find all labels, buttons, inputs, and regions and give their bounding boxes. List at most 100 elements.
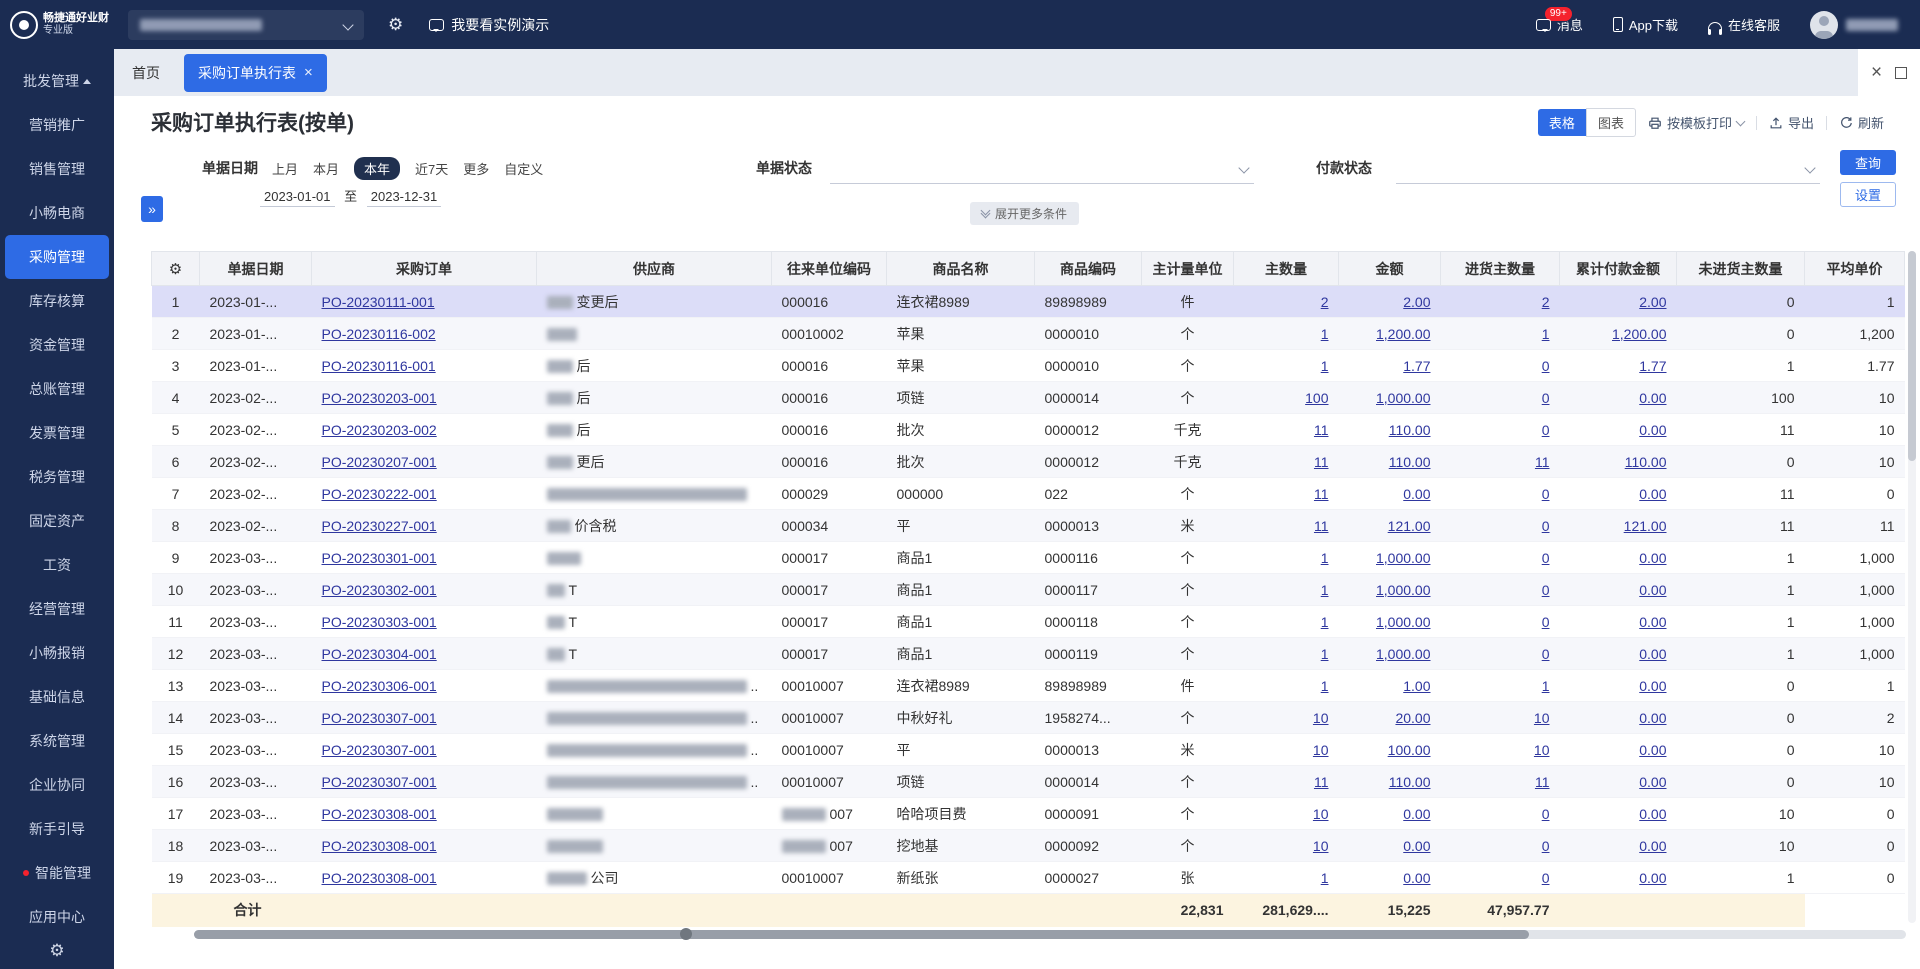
cell-amount-link[interactable]: 0.00 (1403, 485, 1431, 502)
table-row[interactable]: 11 2023-03-... PO-20230303-001 T 000017 商品1 00… (151, 605, 1905, 638)
sidebar-item-7[interactable]: 资金管理 (0, 323, 114, 367)
cell-amount-link[interactable]: 0.00 (1403, 805, 1431, 822)
cell-amount-link[interactable]: 1,000.00 (1376, 581, 1431, 598)
cell-received-qty-link[interactable]: 10 (1533, 741, 1550, 758)
table-row[interactable]: 13 2023-03-... PO-20230306-001.. 00010007 连衣… (151, 669, 1905, 702)
cell-paid-amount-link[interactable]: 0.00 (1639, 421, 1667, 438)
cell-paid-amount-link[interactable]: 0.00 (1639, 549, 1667, 566)
sidebar-item-5[interactable]: 采购管理 (5, 235, 109, 279)
sidebar-item-4[interactable]: 小畅电商 (0, 191, 114, 235)
po-link[interactable]: PO-20230116-001 (321, 357, 436, 374)
cell-received-qty-link[interactable]: 10 (1533, 709, 1550, 726)
cell-paid-amount-link[interactable]: 0.00 (1639, 613, 1667, 630)
cell-paid-amount-link[interactable]: 0.00 (1639, 805, 1667, 822)
cell-paid-amount-link[interactable]: 0.00 (1639, 869, 1667, 886)
table-row[interactable]: 2 2023-01-... PO-20230116-002 00010002 苹果 000… (151, 317, 1905, 350)
settings-button[interactable]: 设置 (1840, 182, 1896, 207)
cell-main-qty-link[interactable]: 1 (1320, 549, 1329, 566)
cell-main-qty-link[interactable]: 11 (1313, 485, 1329, 502)
po-link[interactable]: PO-20230308-001 (321, 805, 437, 822)
table-view-button[interactable]: 表格 (1537, 109, 1586, 136)
sidebar-item-6[interactable]: 库存核算 (0, 279, 114, 323)
scroll-knob[interactable] (680, 928, 692, 940)
cell-paid-amount-link[interactable]: 1,200.00 (1612, 325, 1667, 342)
cell-main-qty-link[interactable]: 1 (1320, 869, 1329, 886)
po-link[interactable]: PO-20230207-001 (321, 453, 437, 470)
cell-main-qty-link[interactable]: 2 (1320, 293, 1329, 310)
horizontal-scroll-thumb[interactable] (194, 928, 1529, 940)
table-row[interactable]: 19 2023-03-... PO-20230308-001 公司 00010007 新纸… (151, 861, 1905, 894)
column-header-7[interactable]: 主计量单位 (1141, 251, 1234, 286)
app-download-button[interactable]: App下载 (1612, 15, 1678, 34)
column-header-11[interactable]: 累计付款金额 (1559, 251, 1677, 286)
date-from-input[interactable]: 2023-01-01 (260, 189, 335, 207)
table-row[interactable]: 1 2023-01-... PO-20230111-001 变更后 000016 连衣裙8… (151, 285, 1905, 318)
cell-paid-amount-link[interactable]: 0.00 (1639, 837, 1667, 854)
sidebar-item-20[interactable]: 应用中心 (0, 895, 114, 939)
doc-status-select[interactable] (830, 152, 1254, 184)
cell-main-qty-link[interactable]: 10 (1312, 837, 1329, 854)
vertical-scroll-thumb[interactable] (1908, 251, 1916, 461)
cell-amount-link[interactable]: 110.00 (1388, 421, 1431, 438)
tab-home[interactable]: 首页 (114, 49, 178, 96)
column-header-12[interactable]: 未进货主数量 (1676, 251, 1805, 286)
cell-paid-amount-link[interactable]: 0.00 (1639, 773, 1667, 790)
sidebar-item-10[interactable]: 税务管理 (0, 455, 114, 499)
online-service-button[interactable]: 在线客服 (1707, 15, 1780, 35)
po-link[interactable]: PO-20230307-001 (321, 741, 437, 758)
cell-received-qty-link[interactable]: 0 (1541, 837, 1550, 854)
po-link[interactable]: PO-20230308-001 (321, 837, 437, 854)
table-row[interactable]: 4 2023-02-... PO-20230203-001 后 000016 项链 0000… (151, 381, 1905, 414)
cell-received-qty-link[interactable]: 11 (1534, 773, 1550, 790)
cell-main-qty-link[interactable]: 10 (1312, 805, 1329, 822)
sidebar-item-15[interactable]: 基础信息 (0, 675, 114, 719)
cell-main-qty-link[interactable]: 11 (1313, 421, 1329, 438)
table-row[interactable]: 12 2023-03-... PO-20230304-001 T 000017 商品1 00… (151, 637, 1905, 670)
po-link[interactable]: PO-20230203-001 (321, 389, 437, 406)
cell-paid-amount-link[interactable]: 1.77 (1639, 357, 1667, 374)
query-button[interactable]: 查询 (1840, 150, 1896, 175)
sidebar-item-8[interactable]: 总账管理 (0, 367, 114, 411)
cell-amount-link[interactable]: 1,000.00 (1376, 613, 1431, 630)
chart-view-button[interactable]: 图表 (1585, 108, 1636, 137)
table-row[interactable]: 14 2023-03-... PO-20230307-001.. 00010007 中秋… (151, 701, 1905, 734)
cell-amount-link[interactable]: 0.00 (1403, 837, 1431, 854)
column-header-6[interactable]: 商品编码 (1034, 251, 1142, 286)
po-link[interactable]: PO-20230307-001 (321, 709, 437, 726)
po-link[interactable]: PO-20230111-001 (321, 293, 435, 310)
sidebar-gear-icon[interactable]: ⚙ (49, 941, 65, 960)
cell-amount-link[interactable]: 1,200.00 (1376, 325, 1431, 342)
cell-paid-amount-link[interactable]: 0.00 (1639, 709, 1667, 726)
cell-main-qty-link[interactable]: 11 (1313, 453, 1329, 470)
cell-amount-link[interactable]: 1,000.00 (1376, 549, 1431, 566)
sidebar-item-9[interactable]: 发票管理 (0, 411, 114, 455)
user-menu[interactable] (1810, 10, 1902, 39)
cell-received-qty-link[interactable]: 0 (1541, 581, 1550, 598)
sidebar-item-16[interactable]: 系统管理 (0, 719, 114, 763)
date-option-1[interactable]: 上月 (272, 162, 299, 177)
table-row[interactable]: 6 2023-02-... PO-20230207-001 更后 000016 批次 000… (151, 445, 1905, 478)
sidebar-item-19[interactable]: 智能管理 (0, 851, 114, 895)
table-row[interactable]: 3 2023-01-... PO-20230116-001 后 000016 苹果 0000… (151, 349, 1905, 382)
export-button[interactable]: 导出 (1769, 113, 1814, 132)
cell-amount-link[interactable]: 1.77 (1403, 357, 1431, 374)
cell-main-qty-link[interactable]: 1 (1320, 357, 1329, 374)
cell-amount-link[interactable]: 20.00 (1395, 709, 1431, 726)
cell-received-qty-link[interactable]: 0 (1541, 485, 1550, 502)
table-row[interactable]: 8 2023-02-... PO-20230227-001 价含税 000034 平 000… (151, 509, 1905, 542)
cell-amount-link[interactable]: 121.00 (1387, 517, 1431, 534)
cell-received-qty-link[interactable]: 1 (1541, 677, 1550, 694)
cell-main-qty-link[interactable]: 10 (1312, 709, 1329, 726)
cell-paid-amount-link[interactable]: 0.00 (1639, 677, 1667, 694)
cell-received-qty-link[interactable]: 0 (1541, 613, 1550, 630)
cell-received-qty-link[interactable]: 0 (1541, 389, 1550, 406)
cell-main-qty-link[interactable]: 1 (1320, 613, 1329, 630)
po-link[interactable]: PO-20230307-001 (321, 773, 437, 790)
cell-paid-amount-link[interactable]: 0.00 (1639, 645, 1667, 662)
vertical-scrollbar[interactable] (1908, 251, 1916, 923)
cell-amount-link[interactable]: 1,000.00 (1376, 645, 1431, 662)
cell-paid-amount-link[interactable]: 110.00 (1624, 453, 1667, 470)
print-button[interactable]: 按模板打印 (1648, 113, 1746, 132)
cell-received-qty-link[interactable]: 0 (1541, 549, 1550, 566)
column-header-8[interactable]: 主数量 (1233, 251, 1339, 286)
